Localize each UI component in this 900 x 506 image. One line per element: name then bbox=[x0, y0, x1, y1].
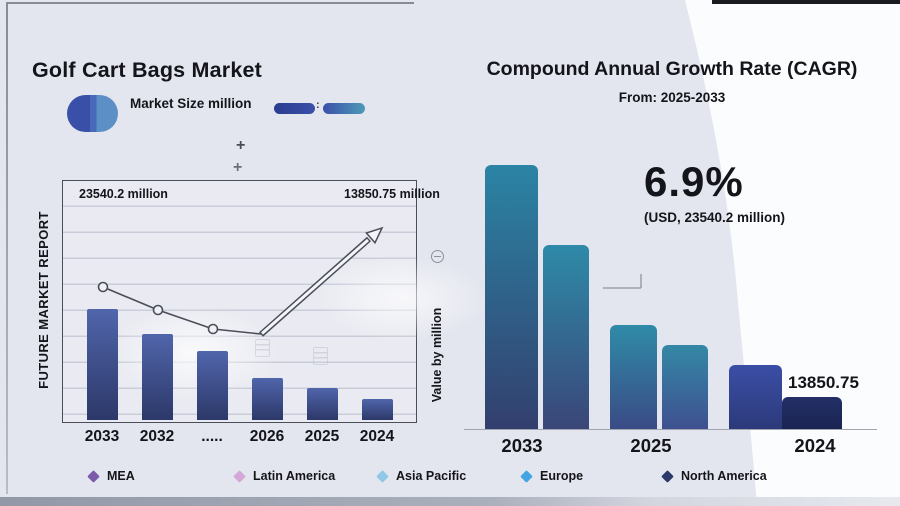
minus-circle-icon bbox=[431, 250, 444, 263]
legend-label: Europe bbox=[540, 469, 584, 483]
cagr-bar-secondary-2033 bbox=[543, 245, 589, 429]
top-right-strip bbox=[712, 0, 900, 4]
cagr-value: 6.9% bbox=[644, 158, 744, 205]
left-chart-labels: 2033 2032..... 2026 2025 2024 bbox=[62, 428, 415, 448]
bar-2025 bbox=[307, 388, 338, 420]
step-line-decoration bbox=[603, 274, 642, 289]
x-label-2025: 2025 bbox=[304, 428, 340, 445]
right-chart-baseline bbox=[464, 428, 877, 430]
legend-label: Asia Pacific bbox=[396, 469, 467, 483]
x-label-2024: 2024 bbox=[359, 428, 395, 445]
pill-icon-left bbox=[274, 103, 315, 114]
plus-icon: + bbox=[236, 137, 246, 154]
legend-item-asia-pacific: Asia Pacific bbox=[376, 469, 467, 483]
value-2024-label: 13850.75 bbox=[788, 373, 859, 392]
legend-item-mea: MEA bbox=[87, 469, 135, 483]
pill-separator: : bbox=[316, 99, 320, 111]
cagr-x-label-2024: 2024 bbox=[794, 435, 836, 456]
cagr-title: Compound Annual Growth Rate (CAGR) bbox=[486, 58, 858, 80]
x-label-2026: 2026 bbox=[249, 428, 285, 445]
cagr-x-label-2033: 2033 bbox=[501, 435, 543, 456]
market-size-label: Market Size million bbox=[130, 96, 252, 111]
x-label-.....: ..... bbox=[201, 428, 223, 445]
cagr-bar-primary-2024 bbox=[729, 365, 782, 429]
legend-diamond-icon bbox=[376, 469, 389, 483]
ghost-document-icon bbox=[313, 347, 328, 365]
legend-item-north-america: North America bbox=[661, 469, 767, 483]
cagr-subtitle: From: 2025-2033 bbox=[618, 90, 726, 105]
legend-diamond-icon bbox=[661, 469, 674, 483]
pill-icon-right bbox=[323, 103, 365, 114]
frame-line-left bbox=[6, 2, 8, 494]
legend-diamond-icon bbox=[87, 469, 100, 483]
frame-line-top bbox=[6, 2, 414, 4]
right-chart-labels: 2033 2025 2024 bbox=[0, 435, 900, 459]
legend-diamond-icon bbox=[233, 469, 246, 483]
legend-label: North America bbox=[681, 469, 767, 483]
bar-2033 bbox=[87, 309, 118, 420]
legend-item-europe: Europe bbox=[520, 469, 584, 483]
chart-max-value-label: 23540.2 million bbox=[79, 187, 168, 201]
legend-diamond-icon bbox=[520, 469, 533, 483]
trend-line-and-arrow bbox=[97, 226, 384, 337]
bar-2026 bbox=[252, 378, 283, 420]
cloud-decoration bbox=[318, 256, 488, 341]
cagr-x-label-2025: 2025 bbox=[630, 435, 672, 456]
cagr-bar-primary-2025 bbox=[610, 325, 657, 429]
plus-icon: + bbox=[233, 159, 243, 176]
bar-..... bbox=[197, 351, 228, 420]
cagr-bar-primary-2033 bbox=[485, 165, 538, 429]
bottom-band bbox=[0, 497, 900, 506]
legend-label: Latin America bbox=[253, 469, 336, 483]
page-title: Golf Cart Bags Market bbox=[32, 58, 263, 82]
bar-2024 bbox=[362, 399, 393, 420]
left-chart-bars bbox=[63, 181, 416, 422]
chart-end-value-label: 13850.75 million bbox=[344, 187, 440, 201]
cagr-bar-secondary-2024 bbox=[782, 397, 842, 429]
legend-item-latin-america: Latin America bbox=[233, 469, 336, 483]
market-size-chart: 23540.2 million 13850.75 million bbox=[62, 180, 488, 423]
ghost-document-icon bbox=[255, 339, 270, 357]
bar-2032 bbox=[142, 334, 173, 420]
x-label-2032: 2032 bbox=[139, 428, 175, 445]
cagr-detail: (USD, 23540.2 million) bbox=[644, 210, 786, 225]
capsule-icon bbox=[67, 95, 118, 132]
x-label-2033: 2033 bbox=[84, 428, 120, 445]
legend-label: MEA bbox=[107, 469, 135, 483]
cagr-bar-secondary-2025 bbox=[662, 345, 708, 429]
